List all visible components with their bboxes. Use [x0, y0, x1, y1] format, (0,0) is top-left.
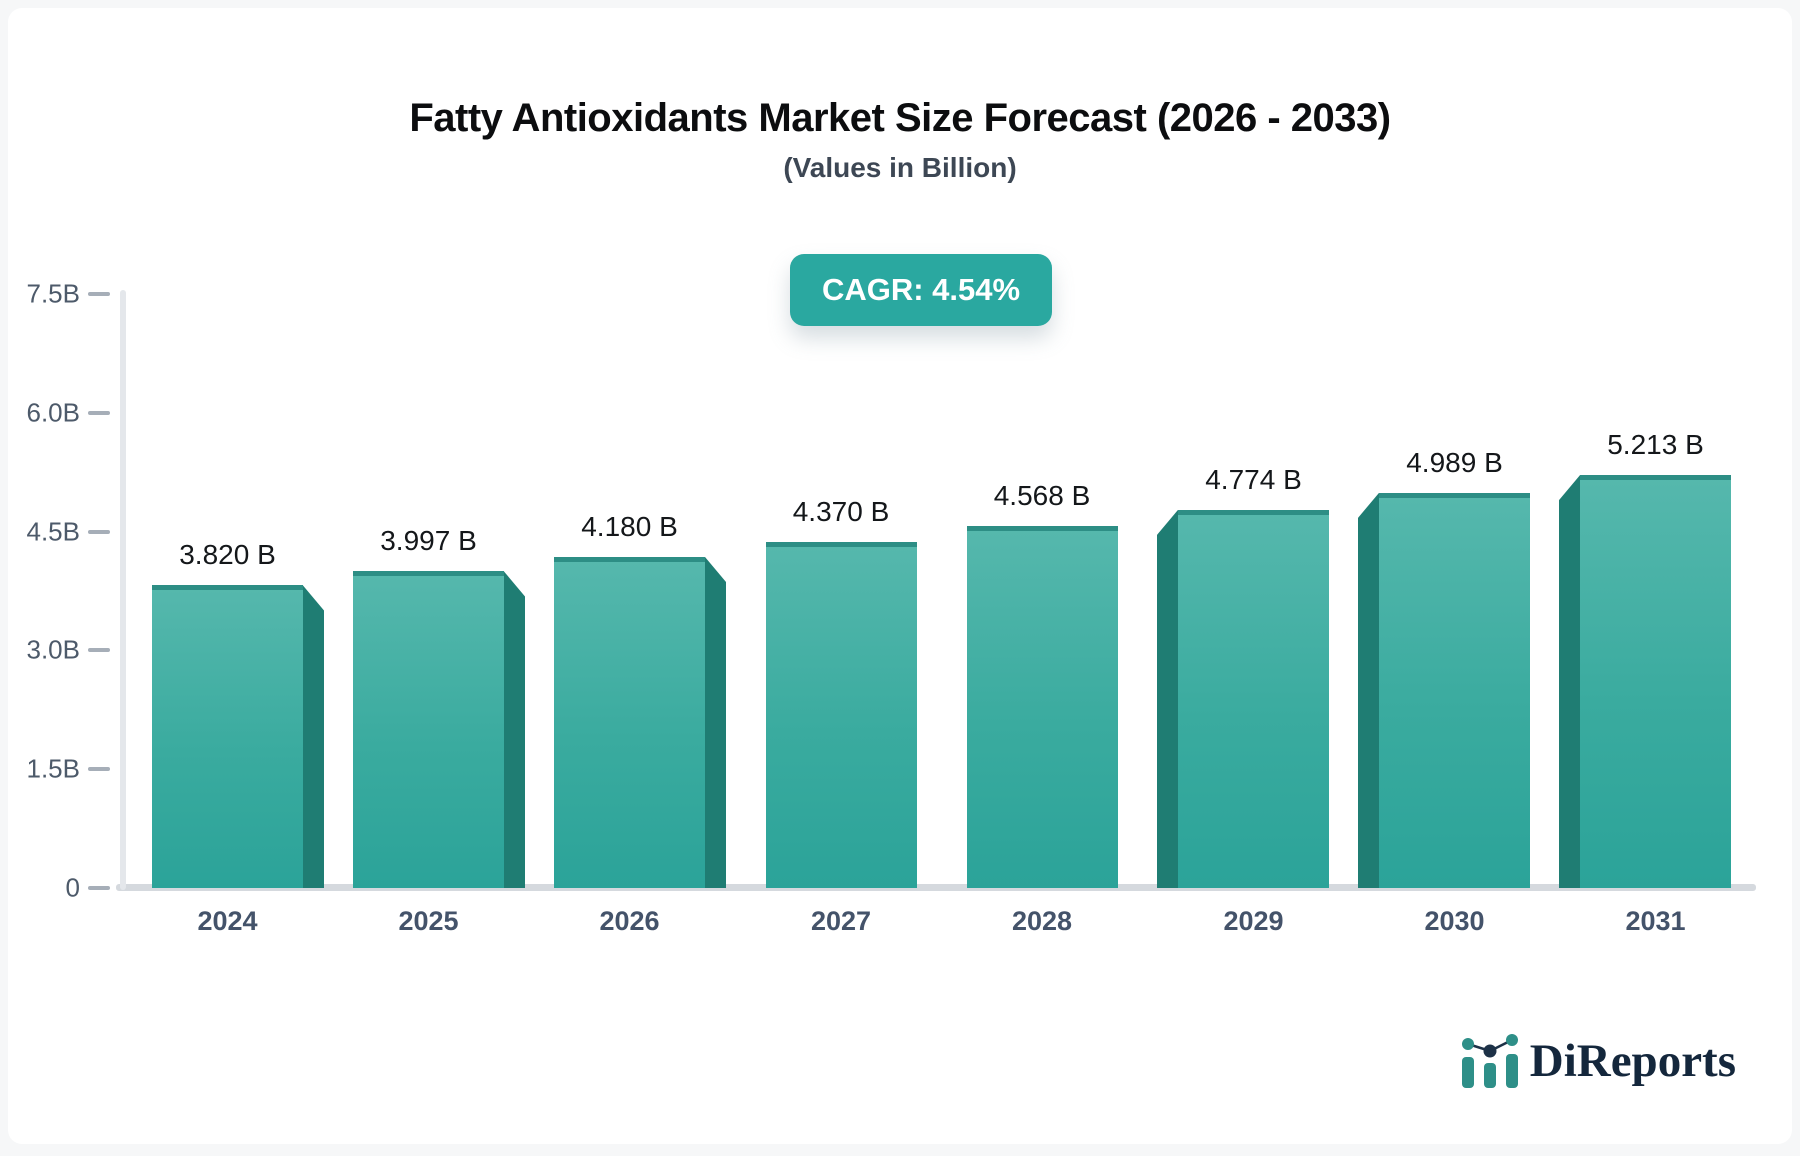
x-axis-label: 2026 [599, 906, 660, 936]
y-axis-tick-mark [88, 529, 110, 534]
bar-2025[interactable] [353, 571, 504, 888]
y-axis-line [120, 290, 126, 890]
x-axis-label: 2030 [1424, 906, 1485, 936]
y-axis-tick-label: 4.5B [26, 516, 81, 547]
y-axis-tick-mark [88, 767, 110, 772]
y-axis-tick-label: 7.5B [26, 278, 81, 309]
bar-top-edge [1379, 492, 1530, 498]
bar-top-edge [966, 526, 1118, 532]
bar-3d-side [1157, 509, 1178, 888]
bar-2030[interactable] [1379, 492, 1530, 888]
x-axis-line [116, 884, 1756, 891]
bar-value-label: 4.568 B [993, 480, 1091, 512]
bar-3d-side [1559, 475, 1580, 888]
bar-top-edge [152, 585, 303, 591]
bar-top-edge [1580, 475, 1731, 481]
x-axis-label: 2025 [398, 906, 459, 936]
y-axis-tick-mark [88, 886, 110, 890]
bar-3d-side [705, 556, 726, 888]
x-axis-label: 2031 [1625, 906, 1686, 936]
y-axis-tick-label: 3.0B [26, 634, 81, 665]
y-axis-tick-label: 0 [65, 872, 80, 903]
brand-name: DiReports [1529, 1034, 1736, 1087]
bar-value-label: 3.997 B [380, 525, 477, 557]
bar-top-edge [554, 556, 705, 562]
bar-chart-plot: 0 1.5B 3.0B 4.5B 6.0B 7.5B 3.820 B 3.997 B 4.18… [8, 8, 1792, 1144]
x-axis-label: 2028 [1011, 906, 1073, 936]
chart-subtitle: (Values in Billion) [783, 152, 1017, 183]
y-axis-tick-label: 1.5B [26, 753, 81, 784]
bar-top-edge [765, 541, 917, 547]
bar-value-label: 4.774 B [1205, 463, 1302, 495]
bar-3d-side [303, 585, 324, 888]
x-axis-label: 2029 [1223, 906, 1284, 936]
bar-value-label: 4.180 B [581, 510, 678, 542]
chart-title: Fatty Antioxidants Market Size Forecast … [409, 96, 1391, 140]
bar-2027[interactable] [765, 541, 917, 888]
bar-2028[interactable] [966, 526, 1118, 888]
bar-2026[interactable] [554, 556, 705, 888]
bar-value-label: 4.370 B [792, 495, 890, 527]
y-axis-tick-mark [88, 292, 110, 296]
bar-3d-side [504, 571, 525, 888]
y-axis-tick-mark [88, 410, 110, 415]
chart-card: Fatty Antioxidants Market Size Forecast … [8, 8, 1792, 1144]
bar-top-edge [353, 571, 504, 577]
y-axis-tick-label: 6.0B [26, 397, 81, 428]
x-axis-label: 2027 [810, 906, 872, 936]
bar-value-label: 4.989 B [1406, 446, 1503, 478]
x-axis-label: 2024 [197, 906, 258, 936]
bar-2029[interactable] [1178, 509, 1329, 888]
bar-trend-logo-icon [1461, 1034, 1518, 1088]
bar-value-label: 3.820 B [179, 539, 276, 571]
y-axis-tick-mark [88, 648, 110, 653]
bar-value-label: 5.213 B [1607, 429, 1704, 461]
bar-top-edge [1178, 509, 1329, 515]
bar-3d-side [1358, 492, 1379, 888]
cagr-badge: CAGR: 4.54% [790, 254, 1052, 326]
bar-2031[interactable] [1580, 475, 1731, 888]
bar-2024[interactable] [152, 585, 303, 888]
brand-logo: DiReports [1459, 1026, 1736, 1096]
